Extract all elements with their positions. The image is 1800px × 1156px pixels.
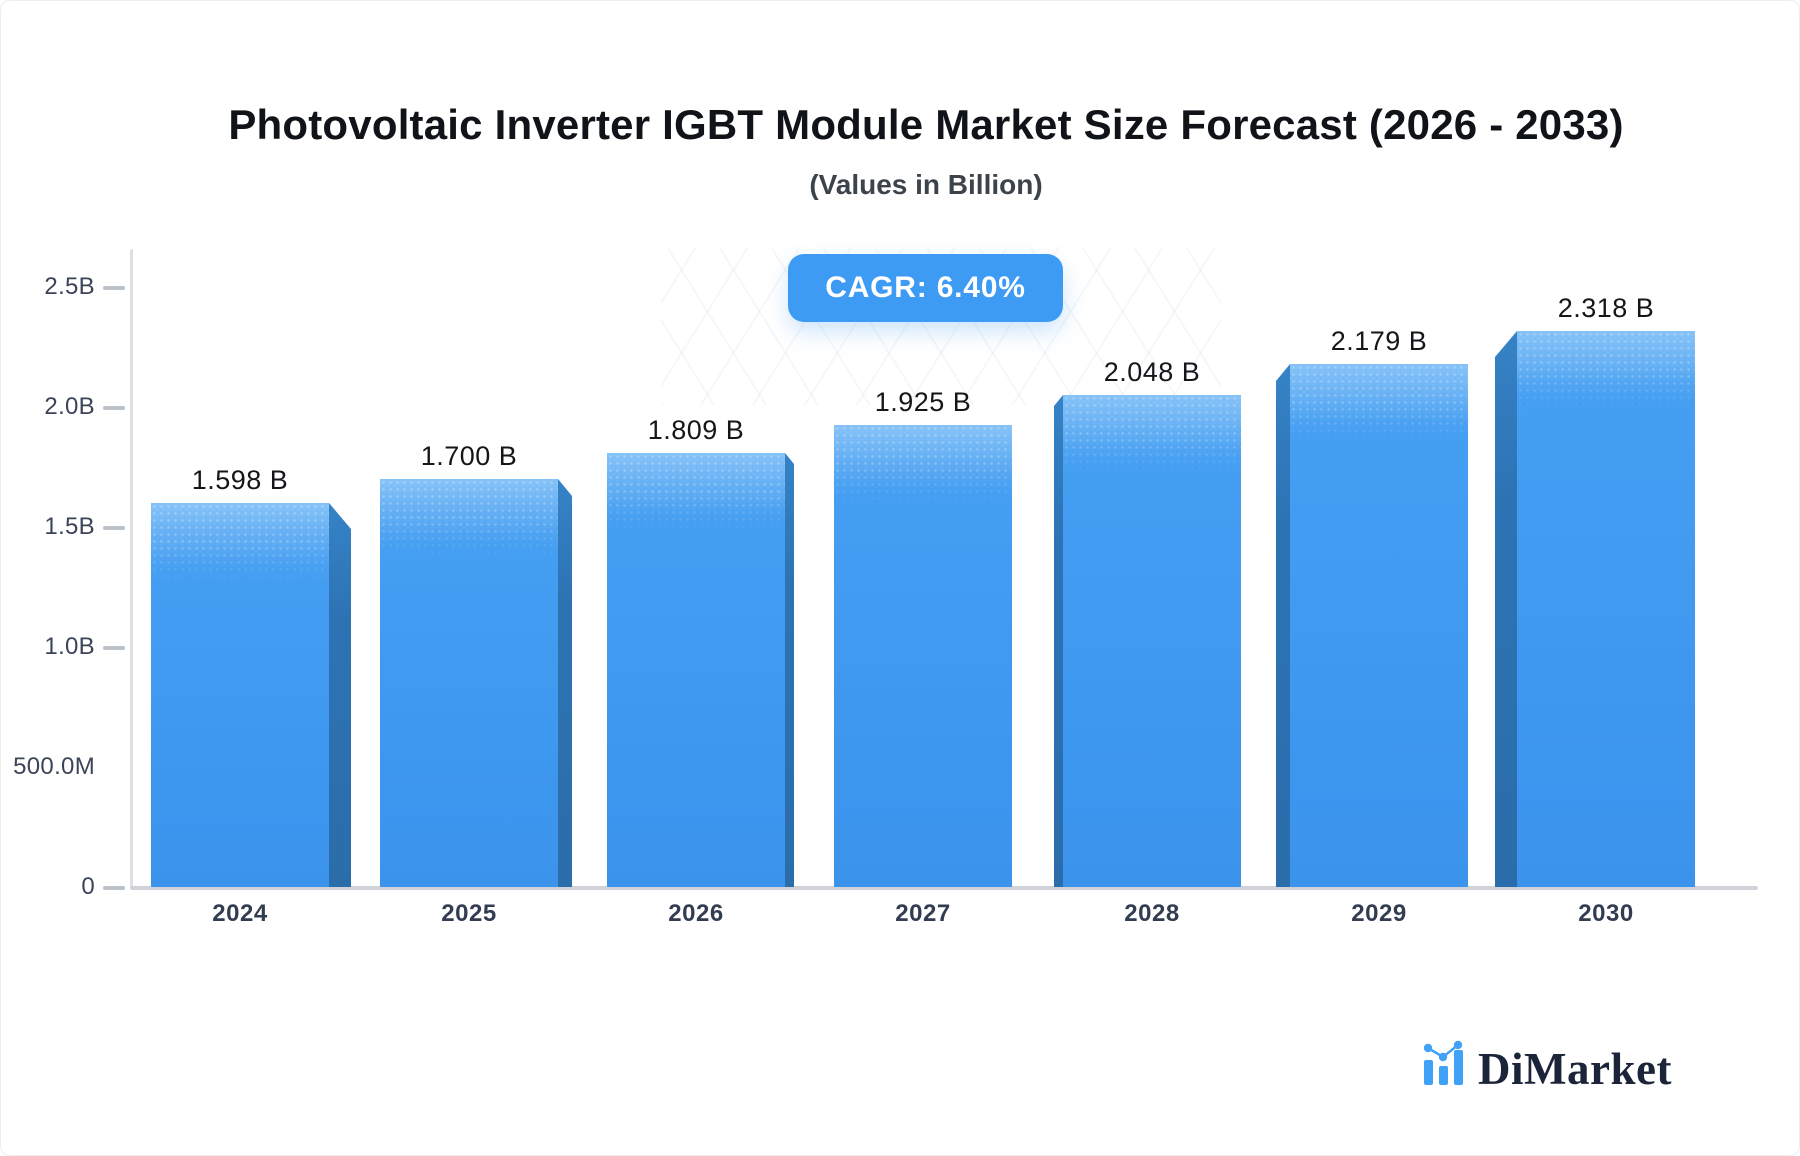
brand-logo[interactable]: DiMarket — [1422, 1040, 1672, 1094]
bar-value-label: 2.318 B — [1557, 293, 1655, 323]
bar-top-highlight — [1290, 364, 1468, 446]
x-tick-label: 2028 — [1124, 900, 1180, 927]
bar-side — [1495, 331, 1517, 887]
bar-chart-icon — [1422, 1040, 1468, 1091]
y-axis-line — [130, 249, 133, 887]
y-tick-dash — [103, 886, 125, 890]
bar — [380, 479, 558, 887]
bar-top-highlight — [1517, 331, 1695, 413]
x-tick-label: 2024 — [212, 900, 268, 927]
cagr-badge: CAGR: 6.40% — [788, 254, 1063, 322]
y-tick-label: 2.5B — [44, 273, 95, 300]
bar — [151, 503, 329, 887]
chart-subtitle: (Values in Billion) — [809, 169, 1043, 200]
bar-value-label: 1.809 B — [647, 415, 745, 445]
bar-top-highlight — [151, 503, 329, 585]
y-tick-label: 1.0B — [44, 633, 95, 660]
bar-top-highlight — [607, 453, 785, 535]
bar-side — [785, 453, 794, 887]
y-tick-label: 500.0M — [13, 753, 95, 780]
bar — [1290, 364, 1468, 887]
y-tick-dash — [103, 286, 125, 290]
bar — [1517, 331, 1695, 887]
x-tick-label: 2026 — [668, 900, 724, 927]
brand-logo-text: DiMarket — [1478, 1044, 1672, 1094]
y-tick-label: 1.5B — [44, 513, 95, 540]
x-tick-label: 2027 — [895, 900, 951, 927]
bar — [1063, 395, 1241, 887]
bar-top-highlight — [380, 479, 558, 561]
bar-value-label: 1.700 B — [420, 441, 518, 471]
bar-value-label: 1.598 B — [191, 465, 289, 495]
y-tick-label: 2.0B — [44, 393, 95, 420]
bar-top-highlight — [1063, 395, 1241, 477]
bar-value-label: 1.925 B — [874, 387, 972, 417]
bar-side — [1054, 395, 1063, 887]
bar-side — [558, 479, 572, 887]
bar-value-label: 2.179 B — [1330, 326, 1428, 356]
chart-title: Photovoltaic Inverter IGBT Module Market… — [228, 101, 1624, 148]
bar — [834, 425, 1012, 887]
x-axis-line — [130, 886, 1758, 890]
bar-side — [329, 503, 351, 887]
x-tick-label: 2025 — [441, 900, 497, 927]
y-tick-dash — [103, 526, 125, 530]
bar-value-label: 2.048 B — [1103, 357, 1201, 387]
y-tick-dash — [103, 406, 125, 410]
x-tick-label: 2030 — [1578, 900, 1634, 927]
bar — [607, 453, 785, 887]
y-tick-dash — [103, 646, 125, 650]
bar-top-highlight — [834, 425, 1012, 507]
x-tick-label: 2029 — [1351, 900, 1407, 927]
bar-side — [1276, 364, 1290, 887]
y-tick-label: 0 — [81, 873, 95, 900]
